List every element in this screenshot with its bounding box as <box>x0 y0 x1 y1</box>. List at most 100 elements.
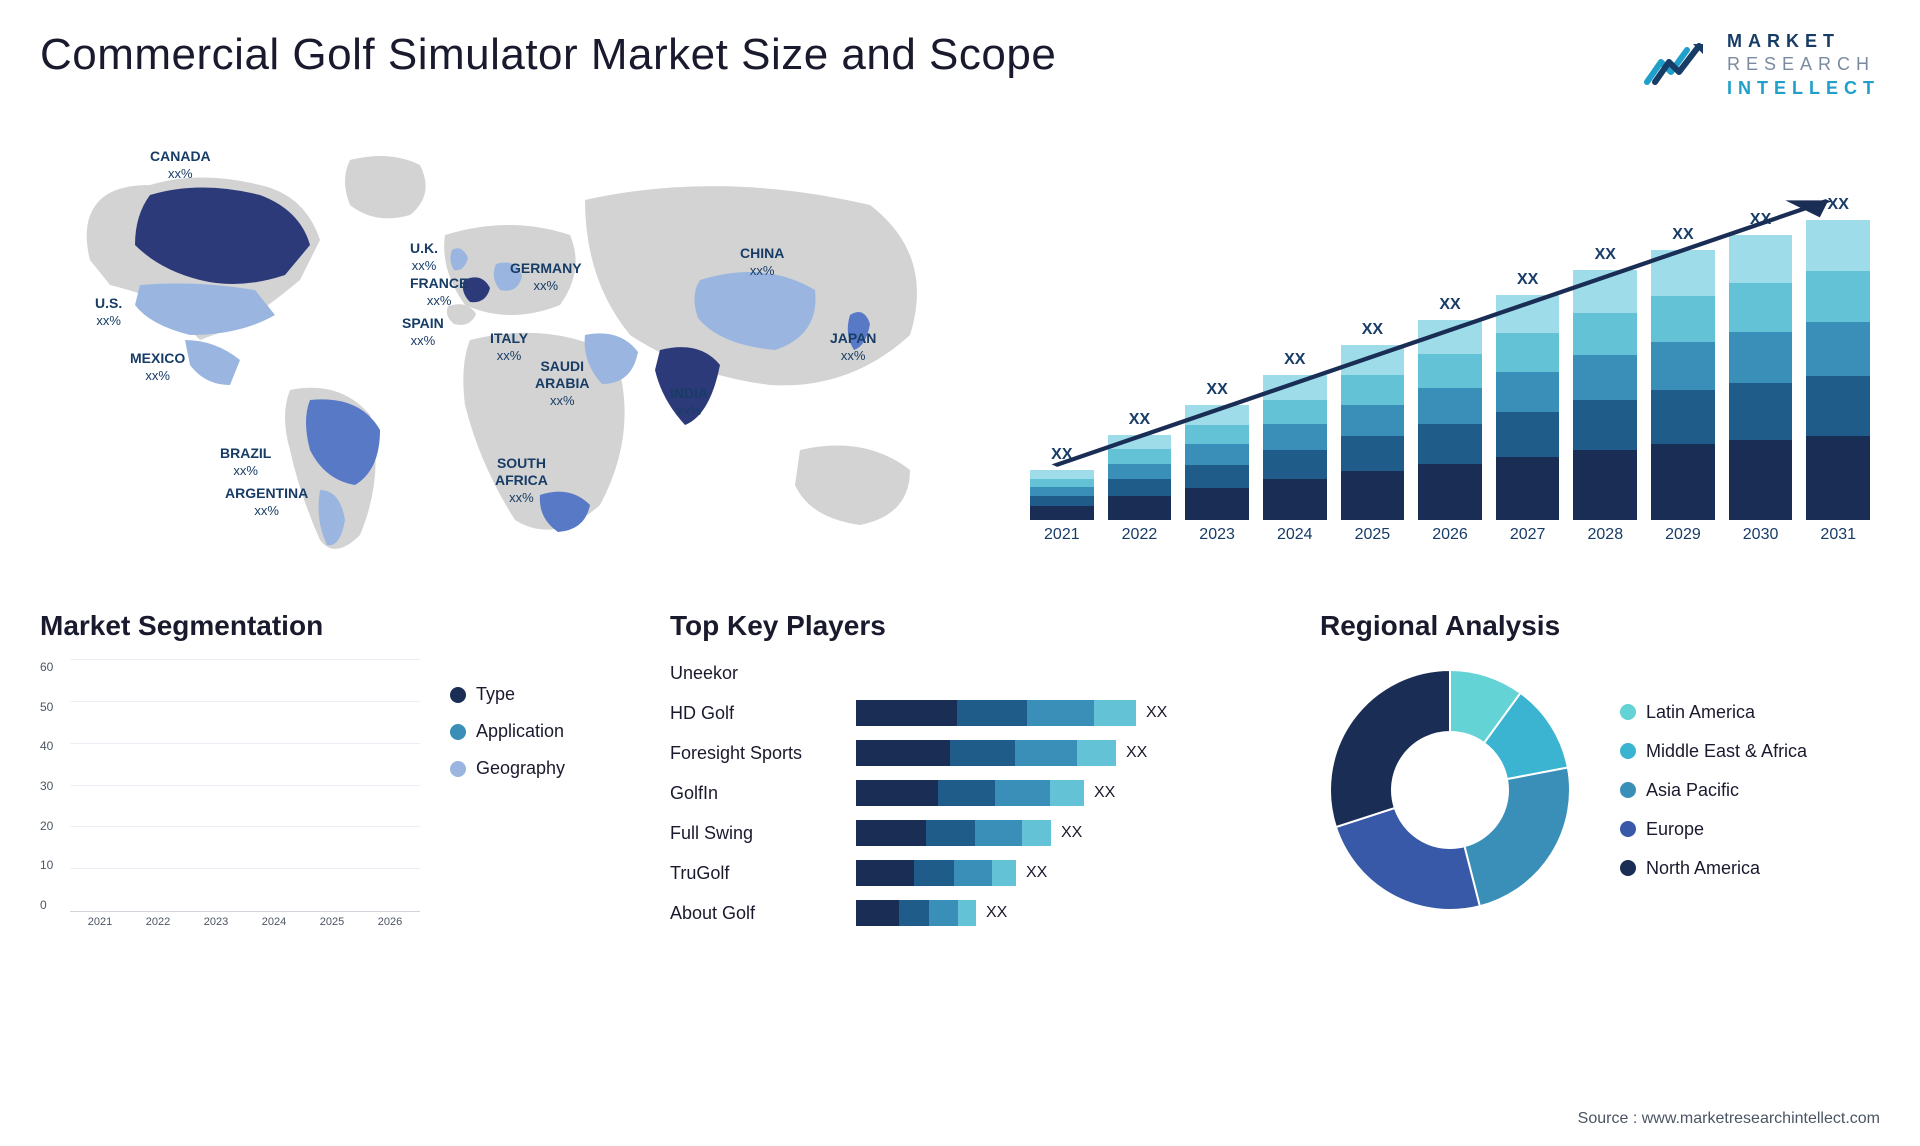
forecast-value: XX <box>1517 271 1538 289</box>
kp-row: XX <box>856 860 1270 886</box>
seg-year-label: 2024 <box>252 916 296 940</box>
segmentation-chart: 0 10 20 30 40 50 60 2021 2022 2023 2024 2025 2026 <box>40 660 420 940</box>
forecast-value: XX <box>1284 351 1305 369</box>
forecast-value: XX <box>1129 411 1150 429</box>
donut-slice <box>1464 768 1570 907</box>
forecast-value: XX <box>1672 226 1693 244</box>
map-label: CANADAxx% <box>150 148 211 182</box>
kp-name: Uneekor <box>670 660 840 686</box>
map-label: SPAINxx% <box>402 315 444 349</box>
segmentation-title: Market Segmentation <box>40 610 620 642</box>
forecast-year-label: 2021 <box>1030 526 1094 544</box>
kp-name: About Golf <box>670 900 840 926</box>
legend-item: Asia Pacific <box>1620 780 1807 801</box>
forecast-year-label: 2026 <box>1418 526 1482 544</box>
forecast-bar <box>1185 405 1249 520</box>
kp-name: TruGolf <box>670 860 840 886</box>
logo-icon <box>1643 38 1713 93</box>
segmentation-legend: Type Application Geography <box>450 660 565 940</box>
seg-year-label: 2021 <box>78 916 122 940</box>
kp-row <box>856 660 1270 686</box>
map-label: MEXICOxx% <box>130 350 185 384</box>
map-label: U.S.xx% <box>95 295 122 329</box>
seg-ytick: 60 <box>40 660 68 674</box>
forecast-year-label: 2031 <box>1806 526 1870 544</box>
forecast-year-label: 2022 <box>1108 526 1172 544</box>
kp-name: Foresight Sports <box>670 740 840 766</box>
seg-ytick: 30 <box>40 779 68 793</box>
kp-row: XX <box>856 740 1270 766</box>
donut-slice <box>1336 808 1480 910</box>
brand-logo: MARKET RESEARCH INTELLECT <box>1643 30 1880 100</box>
forecast-year-label: 2023 <box>1185 526 1249 544</box>
map-label: ITALYxx% <box>490 330 528 364</box>
world-map-panel: CANADAxx% U.S.xx% MEXICOxx% BRAZILxx% ARGENT… <box>40 140 980 580</box>
kp-row: XX <box>856 900 1270 926</box>
forecast-bar <box>1341 345 1405 520</box>
forecast-year-label: 2030 <box>1729 526 1793 544</box>
donut-slice <box>1330 670 1450 827</box>
map-label: SAUDIARABIAxx% <box>535 358 589 408</box>
source-text: Source : www.marketresearchintellect.com <box>1578 1110 1880 1128</box>
legend-item: Geography <box>450 758 565 779</box>
seg-year-label: 2022 <box>136 916 180 940</box>
map-label: FRANCExx% <box>410 275 468 309</box>
seg-ytick: 0 <box>40 898 68 912</box>
forecast-chart: XXXXXXXXXXXXXXXXXXXXXX 20212022202320242… <box>1020 140 1880 580</box>
key-players-title: Top Key Players <box>670 610 1270 642</box>
seg-year-label: 2025 <box>310 916 354 940</box>
page-title: Commercial Golf Simulator Market Size an… <box>40 30 1056 80</box>
map-label: BRAZILxx% <box>220 445 271 479</box>
forecast-bar <box>1263 375 1327 520</box>
regional-legend: Latin America Middle East & Africa Asia Pa… <box>1620 702 1807 879</box>
forecast-bar <box>1030 470 1094 520</box>
kp-row: XX <box>856 700 1270 726</box>
map-label: SOUTHAFRICAxx% <box>495 455 548 505</box>
map-label: ARGENTINAxx% <box>225 485 308 519</box>
forecast-value: XX <box>1206 381 1227 399</box>
seg-ytick: 40 <box>40 739 68 753</box>
map-label: GERMANYxx% <box>510 260 582 294</box>
segmentation-panel: Market Segmentation 0 10 20 30 40 50 60 2021 20… <box>40 610 620 940</box>
kp-name: Full Swing <box>670 820 840 846</box>
kp-name: HD Golf <box>670 700 840 726</box>
legend-item: Latin America <box>1620 702 1807 723</box>
key-players-panel: Top Key Players Uneekor HD Golf Foresight … <box>670 610 1270 940</box>
forecast-bar <box>1651 250 1715 520</box>
forecast-value: XX <box>1750 211 1771 229</box>
seg-year-label: 2023 <box>194 916 238 940</box>
seg-ytick: 10 <box>40 858 68 872</box>
kp-name: GolfIn <box>670 780 840 806</box>
legend-item: Europe <box>1620 819 1807 840</box>
forecast-bar <box>1108 435 1172 520</box>
forecast-value: XX <box>1595 246 1616 264</box>
kp-row: XX <box>856 780 1270 806</box>
logo-text: MARKET RESEARCH INTELLECT <box>1727 30 1880 100</box>
forecast-value: XX <box>1439 296 1460 314</box>
kp-row: XX <box>856 820 1270 846</box>
forecast-bar <box>1729 235 1793 520</box>
forecast-value: XX <box>1051 446 1072 464</box>
map-label: JAPANxx% <box>830 330 876 364</box>
key-players-chart: XX XX XX XX XX XX <box>856 660 1270 926</box>
map-label: U.K.xx% <box>410 240 438 274</box>
regional-donut-chart <box>1320 660 1580 920</box>
forecast-bar <box>1418 320 1482 520</box>
seg-ytick: 50 <box>40 700 68 714</box>
forecast-year-label: 2029 <box>1651 526 1715 544</box>
forecast-bar <box>1573 270 1637 520</box>
regional-title: Regional Analysis <box>1320 610 1880 642</box>
map-label: CHINAxx% <box>740 245 784 279</box>
legend-item: Application <box>450 721 565 742</box>
legend-item: Middle East & Africa <box>1620 741 1807 762</box>
forecast-year-label: 2027 <box>1496 526 1560 544</box>
forecast-year-label: 2028 <box>1573 526 1637 544</box>
map-label: INDIAxx% <box>670 385 708 419</box>
forecast-bar <box>1496 295 1560 520</box>
forecast-value: XX <box>1362 321 1383 339</box>
forecast-bar <box>1806 220 1870 520</box>
seg-ytick: 20 <box>40 819 68 833</box>
seg-year-label: 2026 <box>368 916 412 940</box>
legend-item: Type <box>450 684 565 705</box>
forecast-year-label: 2024 <box>1263 526 1327 544</box>
